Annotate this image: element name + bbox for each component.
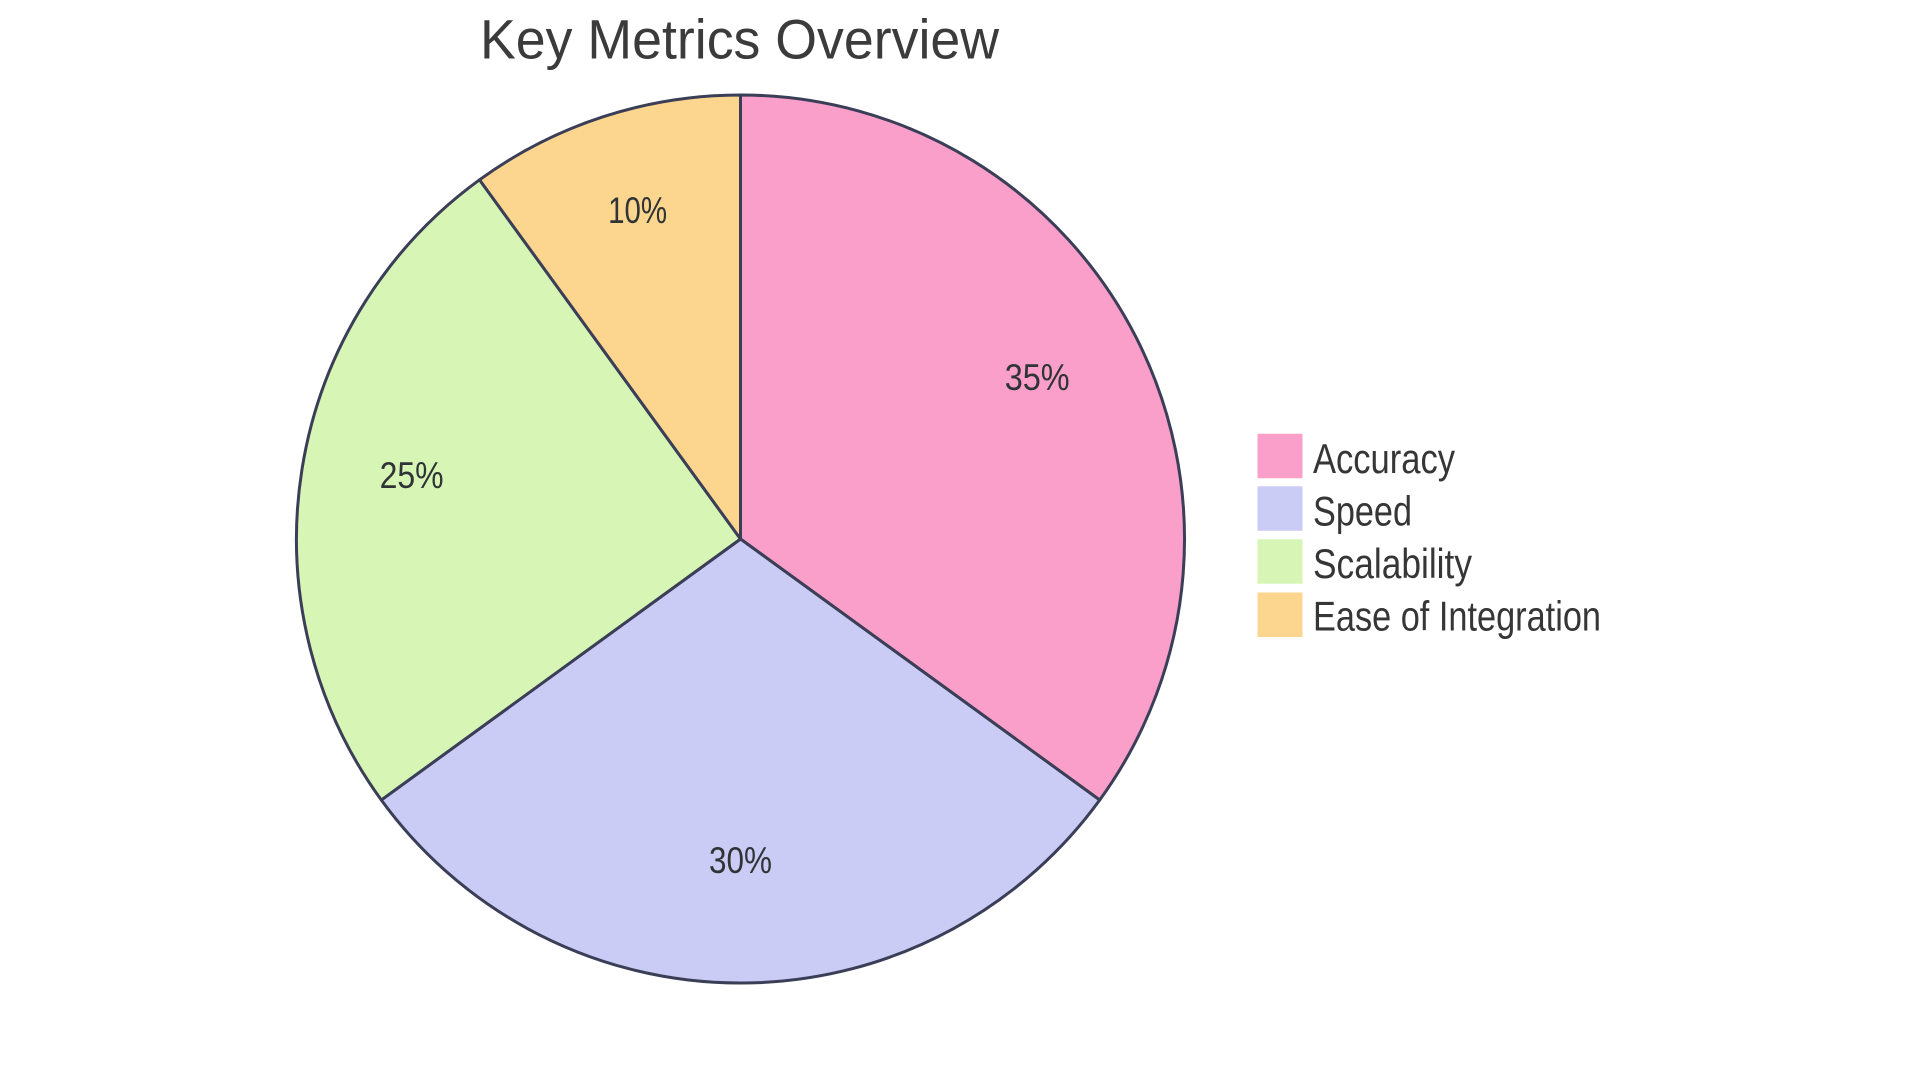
svg-text:Key Metrics Overview: Key Metrics Overview [480,8,1000,70]
svg-text:Accuracy: Accuracy [1313,435,1455,482]
svg-text:25%: 25% [380,455,444,496]
svg-text:10%: 10% [608,190,667,231]
svg-text:35%: 35% [1005,357,1070,398]
svg-text:Speed: Speed [1313,488,1412,535]
svg-text:Scalability: Scalability [1313,540,1472,587]
svg-text:Ease of Integration: Ease of Integration [1313,593,1601,640]
svg-text:30%: 30% [709,840,772,881]
